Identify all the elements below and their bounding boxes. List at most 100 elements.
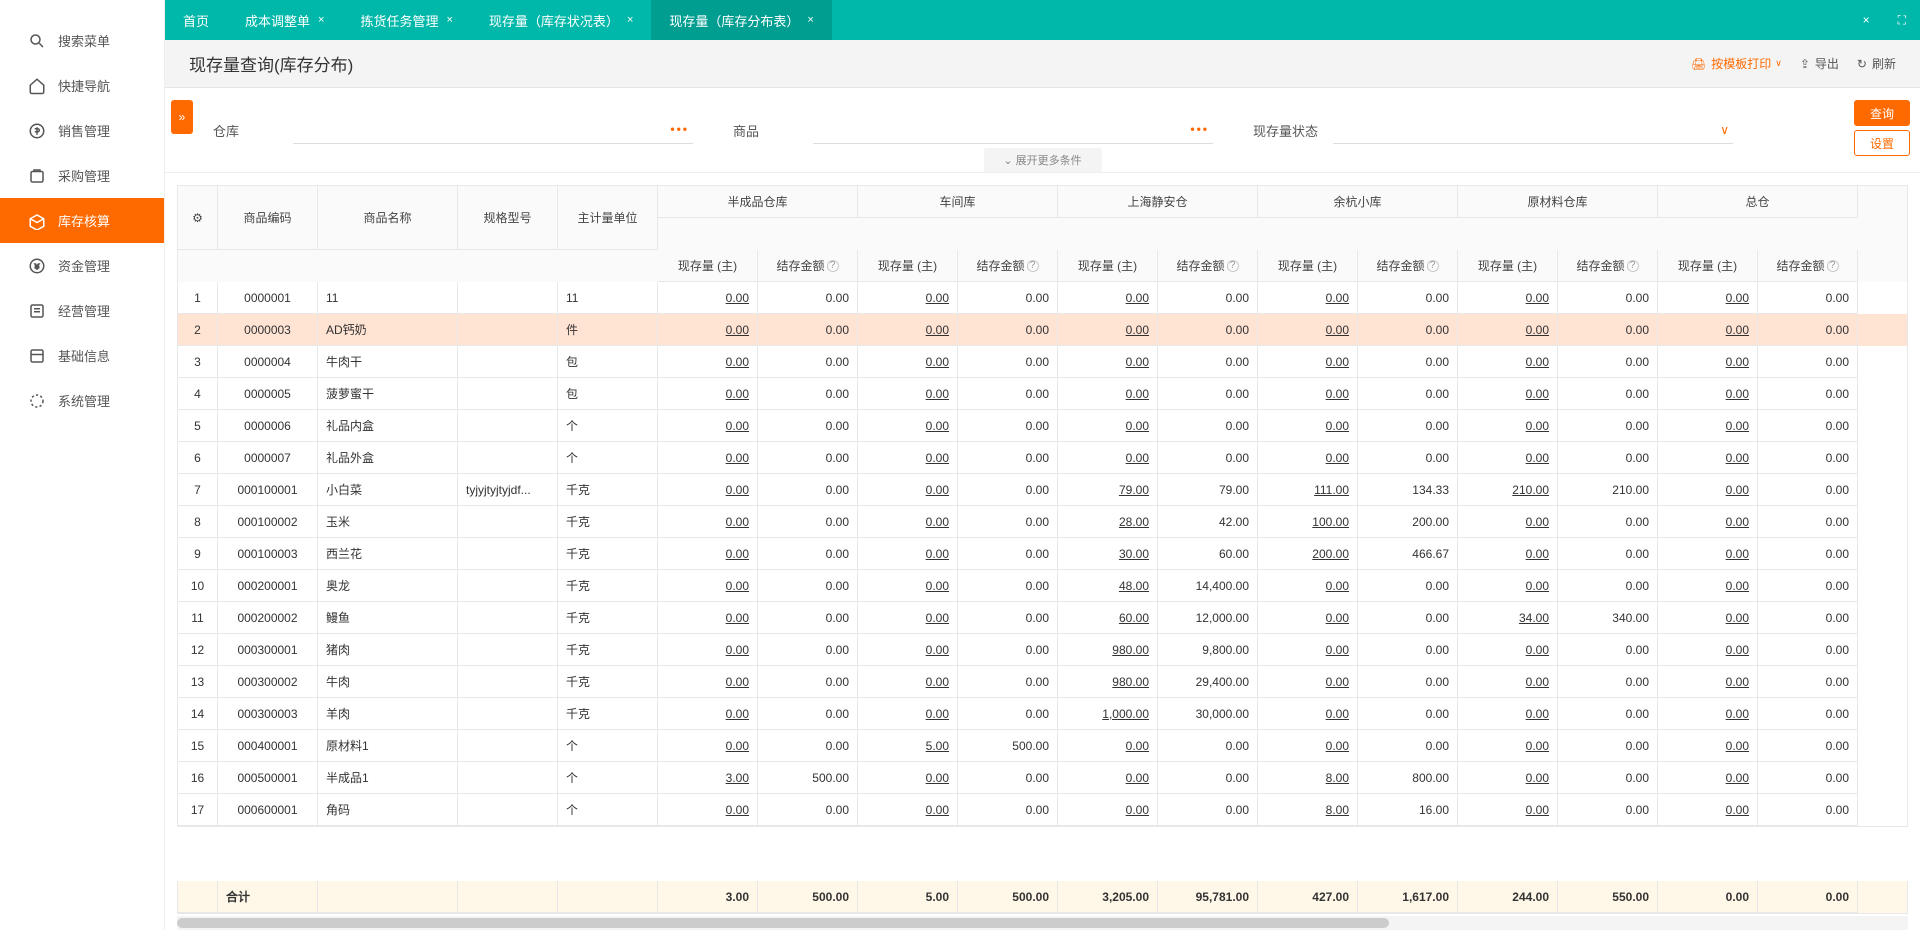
table-cell[interactable]: 48.00 [1058,570,1158,602]
table-cell[interactable]: 0.00 [1258,698,1358,730]
close-all-button[interactable]: × [1849,0,1884,40]
table-cell[interactable]: 0.00 [858,378,958,410]
table-cell[interactable]: 0.00 [858,282,958,314]
query-button[interactable]: 查询 [1854,100,1910,126]
table-cell[interactable]: 0.00 [1058,378,1158,410]
table-cell[interactable]: 0.00 [1658,410,1758,442]
table-cell[interactable]: 200.00 [1258,538,1358,570]
table-cell[interactable]: 210.00 [1458,474,1558,506]
table-cell[interactable]: 0.00 [1658,762,1758,794]
table-cell[interactable]: 0.00 [1658,282,1758,314]
table-row[interactable]: 11000200002鳗鱼千克0.000.000.000.0060.0012,0… [178,602,1907,634]
table-cell[interactable]: 0.00 [1458,314,1558,346]
tab[interactable]: 现存量（库存状况表）× [471,0,651,40]
sidebar-item-search[interactable]: 搜索菜单 [0,18,164,63]
table-cell[interactable]: 0.00 [1058,730,1158,762]
table-row[interactable]: 14000300003羊肉千克0.000.000.000.001,000.003… [178,698,1907,730]
table-cell[interactable]: 0.00 [1458,538,1558,570]
table-cell[interactable]: 0.00 [858,762,958,794]
table-cell[interactable]: 0.00 [858,570,958,602]
tab[interactable]: 首页 [165,0,227,40]
close-icon[interactable]: × [807,14,813,26]
table-cell[interactable]: 0.00 [1458,506,1558,538]
expand-filters-button[interactable]: ⌄ 展开更多条件 [983,148,1101,172]
table-cell[interactable]: 0.00 [1658,442,1758,474]
table-cell[interactable]: 0.00 [658,474,758,506]
table-cell[interactable]: 0.00 [658,794,758,826]
table-cell[interactable]: 0.00 [1258,634,1358,666]
sidebar-item-sys[interactable]: 系统管理 [0,378,164,423]
export-button[interactable]: ⇪ 导出 [1800,55,1839,72]
table-cell[interactable]: 0.00 [658,666,758,698]
table-cell[interactable]: 0.00 [1058,282,1158,314]
table-cell[interactable]: 0.00 [1658,602,1758,634]
table-cell[interactable]: 0.00 [658,570,758,602]
table-row[interactable]: 30000004牛肉干包0.000.000.000.000.000.000.00… [178,346,1907,378]
table-cell[interactable]: 0.00 [858,346,958,378]
table-cell[interactable]: 79.00 [1058,474,1158,506]
table-cell[interactable]: 0.00 [658,634,758,666]
table-cell[interactable]: 111.00 [1258,474,1358,506]
table-cell[interactable]: 0.00 [658,442,758,474]
filter-product-input[interactable]: ••• [813,116,1213,144]
table-cell[interactable]: 0.00 [1058,762,1158,794]
table-cell[interactable]: 0.00 [658,346,758,378]
table-cell[interactable]: 0.00 [1258,730,1358,762]
table-cell[interactable]: 5.00 [858,730,958,762]
table-cell[interactable]: 0.00 [1458,410,1558,442]
table-cell[interactable]: 0.00 [1658,506,1758,538]
help-icon[interactable]: ? [827,260,839,272]
filter-status-select[interactable]: ∨ [1333,116,1733,144]
table-cell[interactable]: 28.00 [1058,506,1158,538]
table-cell[interactable]: 0.00 [1658,730,1758,762]
help-icon[interactable]: ? [1627,260,1639,272]
table-row[interactable]: 7000100001小白菜tyjyjtyjtyjdf...千克0.000.000… [178,474,1907,506]
table-cell[interactable]: 0.00 [1658,378,1758,410]
table-settings-button[interactable]: ⚙ [178,186,218,250]
table-cell[interactable]: 0.00 [858,698,958,730]
table-row[interactable]: 40000005菠萝蜜干包0.000.000.000.000.000.000.0… [178,378,1907,410]
table-cell[interactable]: 0.00 [858,666,958,698]
table-cell[interactable]: 0.00 [1058,346,1158,378]
table-row[interactable]: 15000400001原材料1个0.000.005.00500.000.000.… [178,730,1907,762]
table-cell[interactable]: 0.00 [1658,666,1758,698]
table-cell[interactable]: 0.00 [1058,794,1158,826]
close-icon[interactable]: × [318,14,324,26]
table-cell[interactable]: 0.00 [858,442,958,474]
table-cell[interactable]: 0.00 [658,698,758,730]
table-cell[interactable]: 30.00 [1058,538,1158,570]
table-cell[interactable]: 0.00 [1658,538,1758,570]
table-cell[interactable]: 0.00 [858,794,958,826]
table-cell[interactable]: 0.00 [658,314,758,346]
table-cell[interactable]: 0.00 [1658,698,1758,730]
table-cell[interactable]: 0.00 [1058,314,1158,346]
table-cell[interactable]: 0.00 [1658,570,1758,602]
scrollbar-thumb[interactable] [177,918,1389,928]
tab[interactable]: 成本调整单× [227,0,342,40]
table-cell[interactable]: 0.00 [1258,570,1358,602]
table-row[interactable]: 1000000111110.000.000.000.000.000.000.00… [178,282,1907,314]
table-row[interactable]: 10000200001奥龙千克0.000.000.000.0048.0014,4… [178,570,1907,602]
sidebar-item-home[interactable]: 快捷导航 [0,63,164,108]
table-cell[interactable]: 60.00 [1058,602,1158,634]
table-cell[interactable]: 0.00 [658,410,758,442]
table-row[interactable]: 60000007礼品外盒个0.000.000.000.000.000.000.0… [178,442,1907,474]
table-cell[interactable]: 1,000.00 [1058,698,1158,730]
table-cell[interactable]: 8.00 [1258,794,1358,826]
close-icon[interactable]: × [627,14,633,26]
table-cell[interactable]: 0.00 [1258,410,1358,442]
table-cell[interactable]: 0.00 [858,538,958,570]
table-cell[interactable]: 0.00 [1258,666,1358,698]
help-icon[interactable]: ? [1227,260,1239,272]
table-cell[interactable]: 0.00 [1658,474,1758,506]
table-cell[interactable]: 0.00 [858,474,958,506]
table-cell[interactable]: 0.00 [1458,378,1558,410]
table-cell[interactable]: 980.00 [1058,634,1158,666]
table-cell[interactable]: 0.00 [1658,314,1758,346]
sidebar-item-sale[interactable]: 销售管理 [0,108,164,153]
help-icon[interactable]: ? [1827,260,1839,272]
table-row[interactable]: 50000006礼品内盒个0.000.000.000.000.000.000.0… [178,410,1907,442]
table-row[interactable]: 8000100002玉米千克0.000.000.000.0028.0042.00… [178,506,1907,538]
table-cell[interactable]: 0.00 [1258,282,1358,314]
table-cell[interactable]: 100.00 [1258,506,1358,538]
